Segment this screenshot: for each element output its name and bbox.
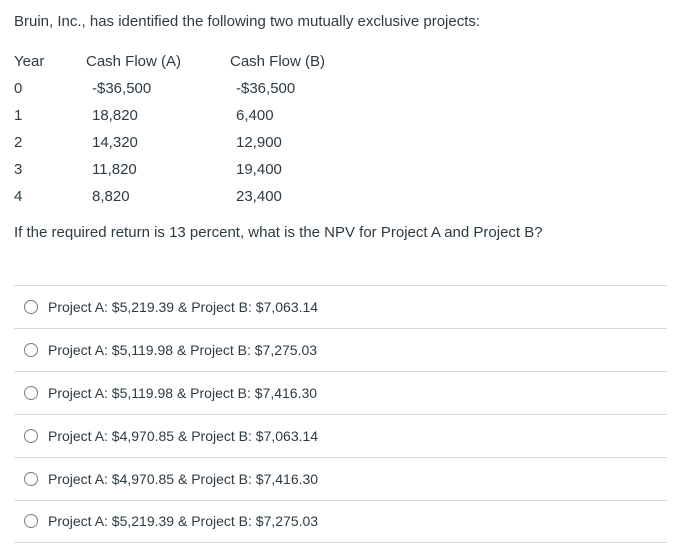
answer-option-4[interactable]: Project A: $4,970.85 & Project B: $7,063… xyxy=(14,413,667,457)
answer-option-2[interactable]: Project A: $5,119.98 & Project B: $7,275… xyxy=(14,327,667,371)
cell-year: 0 xyxy=(14,79,23,97)
answer-option-label: Project A: $4,970.85 & Project B: $7,063… xyxy=(48,427,319,444)
answer-option-label: Project A: $5,119.98 & Project B: $7,416… xyxy=(48,384,318,401)
radio-button[interactable] xyxy=(24,471,38,486)
table-row: 0 -$36,500 -$36,500 xyxy=(14,75,325,102)
table-row: 3 11,820 19,400 xyxy=(14,156,325,183)
table-row: 1 18,820 6,400 xyxy=(14,102,325,129)
col-header-cashflow-b: Cash Flow (B) xyxy=(230,52,326,70)
answer-option-6[interactable]: Project A: $5,219.39 & Project B: $7,275… xyxy=(14,499,667,543)
cell-cashflow-b: -$36,500 xyxy=(236,79,296,97)
table-row: 4 8,820 23,400 xyxy=(14,183,325,210)
cell-year: 1 xyxy=(14,106,23,124)
cell-cashflow-a: 18,820 xyxy=(92,106,138,124)
cell-cashflow-b: 23,400 xyxy=(236,187,282,205)
answer-option-5[interactable]: Project A: $4,970.85 & Project B: $7,416… xyxy=(14,456,667,500)
answer-option-3[interactable]: Project A: $5,119.98 & Project B: $7,416… xyxy=(14,370,667,414)
radio-button[interactable] xyxy=(24,385,38,400)
cell-cashflow-a: -$36,500 xyxy=(92,79,152,97)
question-prompt: If the required return is 13 percent, wh… xyxy=(14,223,543,241)
cell-year: 3 xyxy=(14,160,23,178)
answer-option-label: Project A: $5,119.98 & Project B: $7,275… xyxy=(48,341,318,358)
table-row: 2 14,320 12,900 xyxy=(14,129,325,156)
radio-button[interactable] xyxy=(24,299,38,314)
cashflow-table: Year Cash Flow (A) Cash Flow (B) 0 -$36,… xyxy=(14,48,325,210)
answer-option-label: Project A: $5,219.39 & Project B: $7,275… xyxy=(48,513,319,529)
cell-cashflow-a: 8,820 xyxy=(92,187,130,205)
radio-button[interactable] xyxy=(24,428,38,443)
answer-options: Project A: $5,219.39 & Project B: $7,063… xyxy=(14,284,667,543)
col-header-cashflow-a: Cash Flow (A) xyxy=(86,52,182,70)
question-intro: Bruin, Inc., has identified the followin… xyxy=(14,13,481,30)
cell-cashflow-a: 14,320 xyxy=(92,133,138,151)
radio-button[interactable] xyxy=(24,342,38,357)
cell-cashflow-a: 11,820 xyxy=(92,160,137,178)
answer-option-1[interactable]: Project A: $5,219.39 & Project B: $7,063… xyxy=(14,284,667,328)
answer-option-label: Project A: $4,970.85 & Project B: $7,416… xyxy=(48,470,319,487)
cell-cashflow-b: 6,400 xyxy=(236,106,274,124)
cell-cashflow-b: 19,400 xyxy=(236,160,282,178)
col-header-year: Year xyxy=(14,52,45,70)
cell-cashflow-b: 12,900 xyxy=(236,133,282,151)
cell-year: 2 xyxy=(14,133,23,151)
radio-button[interactable] xyxy=(24,514,38,528)
answer-option-label: Project A: $5,219.39 & Project B: $7,063… xyxy=(48,298,319,315)
table-header-row: Year Cash Flow (A) Cash Flow (B) xyxy=(14,48,325,75)
cell-year: 4 xyxy=(14,187,23,205)
